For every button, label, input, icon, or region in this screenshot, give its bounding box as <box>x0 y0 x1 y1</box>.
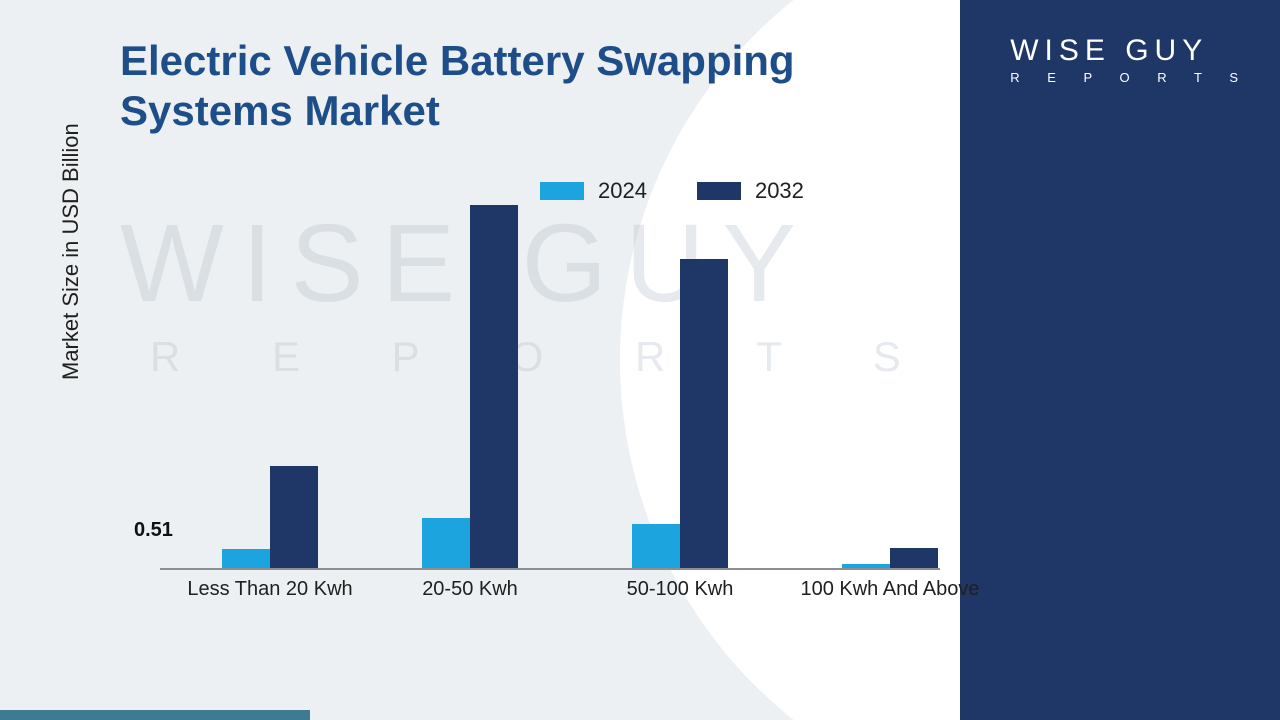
bar-2024-3 <box>842 564 890 568</box>
value-label-0: 0.51 <box>134 519 173 542</box>
bar-2024-1 <box>422 518 470 568</box>
bottom-accent-bar <box>0 710 310 720</box>
bars-2 <box>632 259 728 568</box>
right-panel <box>960 0 1280 720</box>
bars-0 <box>222 466 318 568</box>
stage: WISE GUY R E P O R T S WISE GUY R E P O … <box>0 0 1280 720</box>
bars-3 <box>842 548 938 568</box>
bars-1 <box>422 205 518 568</box>
bar-2032-1 <box>470 205 518 568</box>
bar-2032-2 <box>680 259 728 568</box>
legend-swatch-2032 <box>697 182 741 200</box>
bar-2032-0 <box>270 466 318 568</box>
category-label-3: 100 Kwh And Above <box>800 578 980 601</box>
page-title: Electric Vehicle Battery Swapping System… <box>120 36 860 135</box>
category-label-1: 20-50 Kwh <box>380 578 560 601</box>
legend-swatch-2024 <box>540 182 584 200</box>
bar-2024-0 <box>222 549 270 568</box>
brand-line2: R E P O R T S <box>1010 70 1250 85</box>
brand-logo: WISE GUY R E P O R T S <box>1010 34 1250 85</box>
category-label-2: 50-100 Kwh <box>590 578 770 601</box>
plot-area: 0.51 Less Than 20 Kwh 20-50 Kwh 50-100 K… <box>160 200 940 570</box>
bar-2024-2 <box>632 524 680 568</box>
chart-area: 0.51 Less Than 20 Kwh 20-50 Kwh 50-100 K… <box>120 200 940 570</box>
x-axis-baseline <box>160 568 940 570</box>
y-axis-label: Market Size in USD Billion <box>58 123 84 380</box>
brand-line1: WISE GUY <box>1010 34 1250 68</box>
bar-2032-3 <box>890 548 938 568</box>
category-label-0: Less Than 20 Kwh <box>180 578 360 601</box>
